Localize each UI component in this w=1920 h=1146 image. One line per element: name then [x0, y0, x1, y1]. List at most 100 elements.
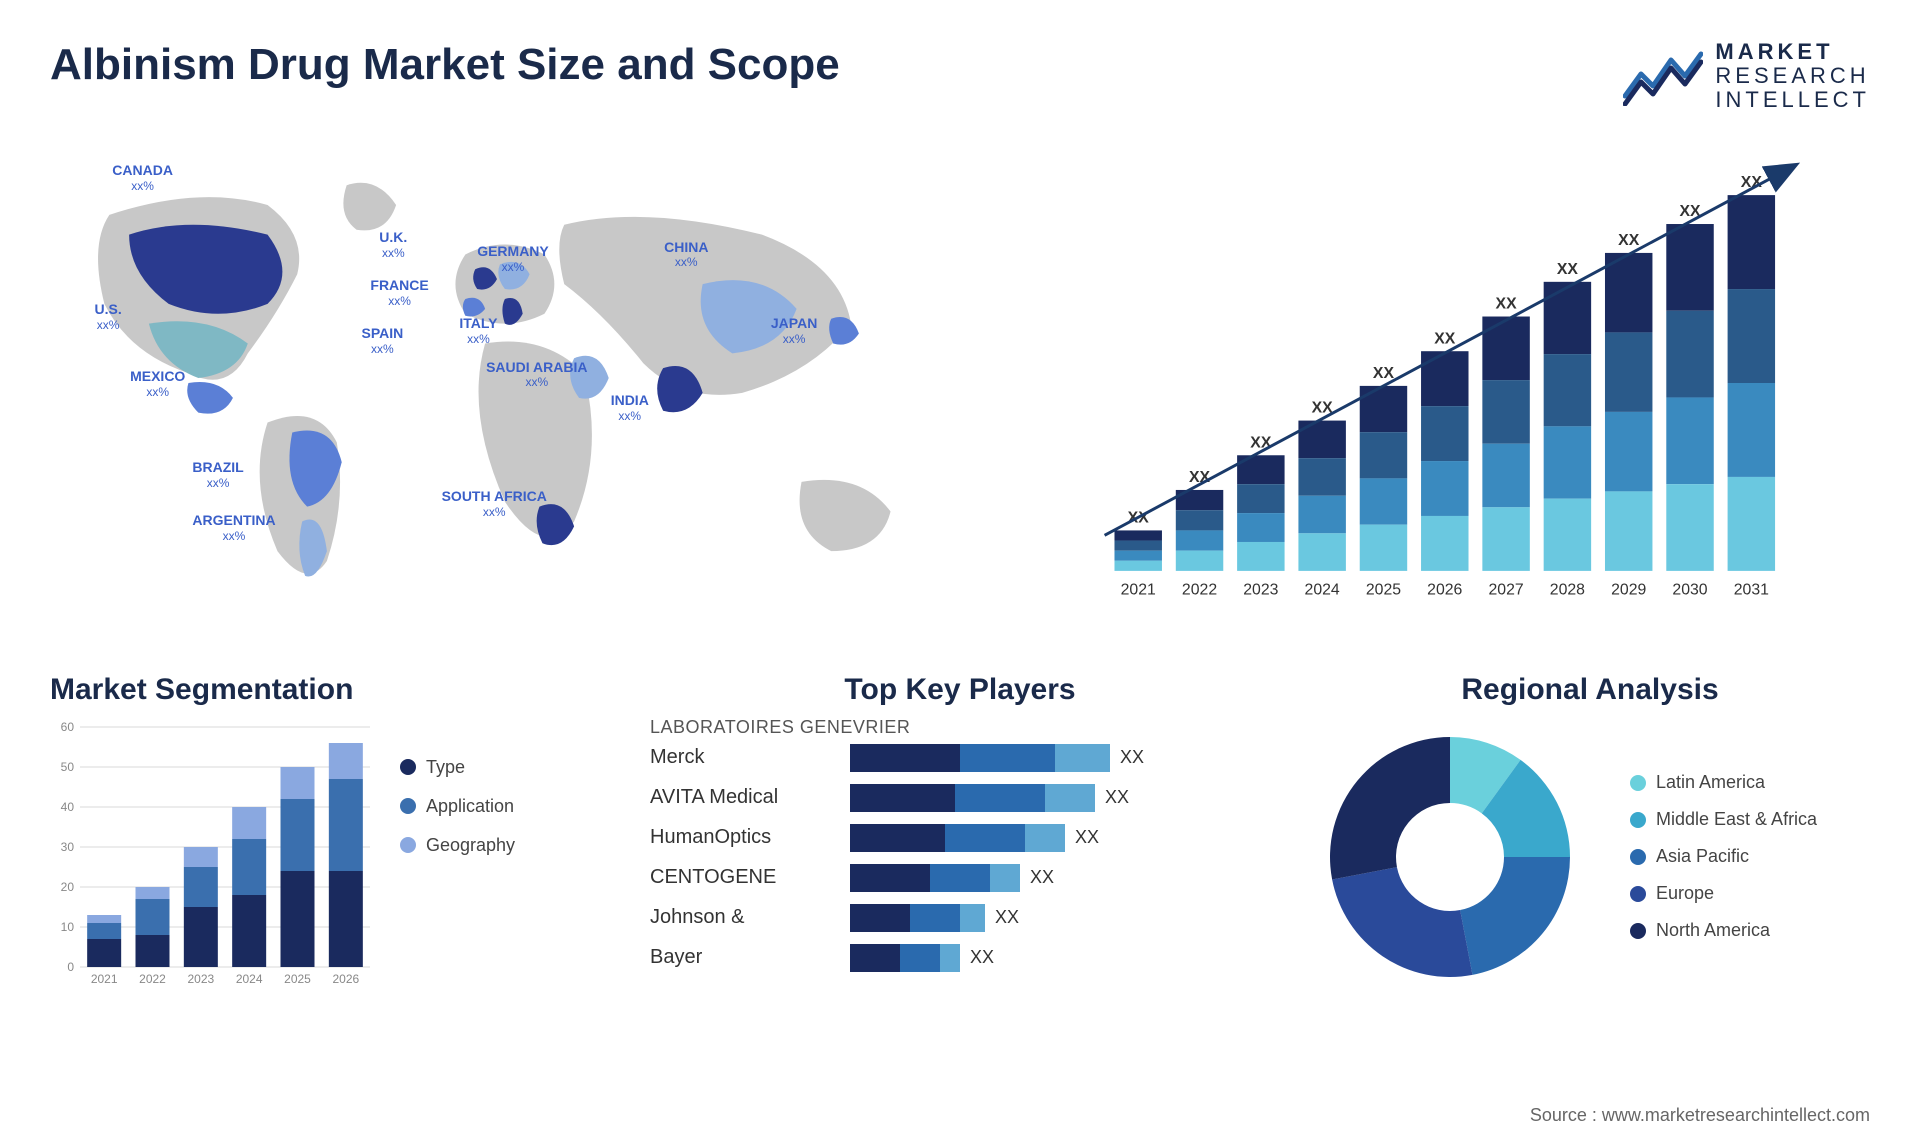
player-name: Merck: [650, 746, 830, 769]
players-title: Top Key Players: [650, 673, 1270, 707]
player-bar-segment: [1055, 744, 1110, 772]
growth-bar-segment: [1666, 484, 1713, 571]
growth-bar-segment: [1176, 530, 1223, 550]
seg-bar-segment: [232, 839, 266, 895]
player-name: HumanOptics: [650, 826, 830, 849]
donut-slice: [1330, 737, 1450, 879]
seg-bar-segment: [281, 767, 315, 799]
map-label: INDIAxx%: [611, 392, 649, 423]
player-bar-segment: [990, 864, 1020, 892]
donut-slice: [1332, 867, 1472, 977]
player-bar-segment: [850, 784, 955, 812]
seg-bar-segment: [136, 935, 170, 967]
brand-logo: MARKET RESEARCH INTELLECT: [1623, 40, 1870, 113]
legend-item: Europe: [1630, 883, 1817, 904]
growth-bar-segment: [1482, 507, 1529, 571]
growth-bar-segment: [1728, 383, 1775, 477]
growth-year-label: 2030: [1672, 581, 1707, 598]
legend-swatch: [400, 798, 416, 814]
logo-text: MARKET RESEARCH INTELLECT: [1715, 40, 1870, 113]
map-label: SAUDI ARABIAxx%: [486, 359, 587, 390]
growth-year-label: 2025: [1366, 581, 1401, 598]
player-bar-segment: [955, 784, 1045, 812]
regional-title: Regional Analysis: [1310, 673, 1870, 707]
seg-bar-segment: [329, 871, 363, 967]
growth-bar-segment: [1544, 354, 1591, 426]
map-label: ITALYxx%: [459, 315, 497, 346]
regional-legend: Latin AmericaMiddle East & AfricaAsia Pa…: [1630, 772, 1817, 941]
map-label: BRAZILxx%: [192, 459, 243, 490]
player-bar: [850, 744, 1110, 772]
player-bar-segment: [945, 824, 1025, 852]
svg-text:2022: 2022: [139, 972, 166, 986]
world-map-panel: CANADAxx%U.S.xx%MEXICOxx%BRAZILxx%ARGENT…: [50, 143, 940, 623]
svg-text:2025: 2025: [284, 972, 311, 986]
growth-bar-segment: [1544, 498, 1591, 570]
player-name: AVITA Medical: [650, 786, 830, 809]
player-bar: [850, 864, 1020, 892]
growth-bar-label: XX: [1434, 330, 1456, 347]
player-row: Johnson & XX: [650, 904, 1270, 932]
growth-bar-segment: [1482, 316, 1529, 380]
map-label: CHINAxx%: [664, 239, 708, 270]
growth-bar-segment: [1728, 195, 1775, 289]
svg-text:10: 10: [61, 920, 75, 934]
player-bar-segment: [850, 944, 900, 972]
growth-year-label: 2027: [1488, 581, 1523, 598]
player-bar: [850, 784, 1095, 812]
growth-bar-segment: [1298, 533, 1345, 571]
map-label: U.K.xx%: [379, 229, 407, 260]
seg-bar-segment: [87, 915, 121, 923]
growth-bar-segment: [1482, 443, 1529, 507]
svg-text:40: 40: [61, 800, 75, 814]
seg-bar-segment: [136, 887, 170, 899]
growth-bar-segment: [1421, 406, 1468, 461]
player-name: Johnson &: [650, 906, 830, 929]
player-bar-segment: [850, 824, 945, 852]
player-bar-segment: [960, 744, 1055, 772]
legend-item: Asia Pacific: [1630, 846, 1817, 867]
legend-label: Middle East & Africa: [1656, 809, 1817, 830]
growth-bar-label: XX: [1557, 260, 1579, 277]
player-value: XX: [1105, 787, 1129, 808]
segmentation-chart: 0102030405060202120222023202420252026: [50, 717, 370, 997]
player-value: XX: [970, 947, 994, 968]
legend-label: Type: [426, 757, 465, 778]
growth-chart: XX2021XX2022XX2023XX2024XX2025XX2026XX20…: [980, 143, 1870, 623]
legend-item: Type: [400, 757, 515, 778]
seg-bar-segment: [184, 867, 218, 907]
legend-swatch: [1630, 849, 1646, 865]
growth-bar-segment: [1298, 495, 1345, 533]
growth-year-label: 2022: [1182, 581, 1217, 598]
growth-bar-label: XX: [1618, 232, 1640, 249]
key-players-panel: Top Key Players LABORATOIRES GENEVRIER M…: [650, 673, 1270, 997]
seg-bar-segment: [232, 807, 266, 839]
legend-label: Europe: [1656, 883, 1714, 904]
growth-bar-segment: [1114, 540, 1161, 550]
map-label: MEXICOxx%: [130, 368, 185, 399]
growth-bar-segment: [1114, 550, 1161, 560]
player-bar-segment: [930, 864, 990, 892]
svg-text:60: 60: [61, 720, 75, 734]
player-row: Merck XX: [650, 744, 1270, 772]
segmentation-legend: TypeApplicationGeography: [400, 717, 515, 997]
growth-year-label: 2021: [1121, 581, 1156, 598]
page-title: Albinism Drug Market Size and Scope: [50, 40, 840, 90]
player-bar-segment: [910, 904, 960, 932]
player-value: XX: [1075, 827, 1099, 848]
growth-chart-panel: XX2021XX2022XX2023XX2024XX2025XX2026XX20…: [980, 143, 1870, 623]
top-row: CANADAxx%U.S.xx%MEXICOxx%BRAZILxx%ARGENT…: [50, 143, 1870, 623]
growth-bar-label: XX: [1496, 295, 1518, 312]
growth-bar-segment: [1360, 432, 1407, 478]
legend-label: Application: [426, 796, 514, 817]
legend-swatch: [400, 759, 416, 775]
player-value: XX: [1120, 747, 1144, 768]
donut-slice: [1460, 857, 1570, 975]
map-label: SOUTH AFRICAxx%: [442, 488, 547, 519]
legend-item: Application: [400, 796, 515, 817]
svg-text:2021: 2021: [91, 972, 118, 986]
players-subtitle: LABORATOIRES GENEVRIER: [650, 717, 1270, 738]
growth-bar-segment: [1360, 385, 1407, 431]
seg-bar-segment: [184, 907, 218, 967]
player-bar-segment: [850, 744, 960, 772]
